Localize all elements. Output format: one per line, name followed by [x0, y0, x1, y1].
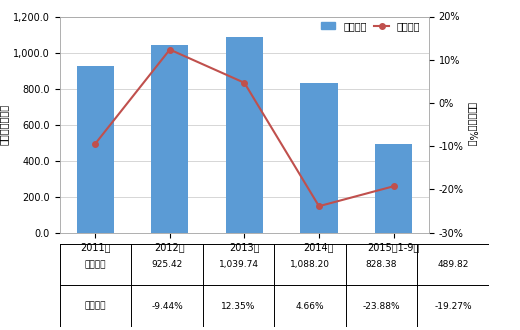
Y-axis label: 同比增长（%）: 同比增长（%）	[467, 102, 477, 147]
Text: -9.44%: -9.44%	[151, 302, 183, 311]
Text: 925.42: 925.42	[151, 260, 183, 269]
Text: 4.66%: 4.66%	[296, 302, 324, 311]
Text: 12.35%: 12.35%	[222, 302, 256, 311]
Bar	[151, 45, 188, 233]
Bar	[226, 37, 263, 233]
Bar	[375, 145, 412, 233]
Text: -19.27%: -19.27%	[434, 302, 472, 311]
Text: 489.82: 489.82	[437, 260, 469, 269]
Text: -23.88%: -23.88%	[363, 302, 400, 311]
Legend: 进口数量, 同比增长: 进口数量, 同比增长	[317, 17, 424, 35]
Text: 1,088.20: 1,088.20	[290, 260, 330, 269]
Text: 同比增长: 同比增长	[85, 302, 106, 311]
Text: 1,039.74: 1,039.74	[218, 260, 258, 269]
Text: 828.38: 828.38	[366, 260, 397, 269]
Bar	[76, 66, 114, 233]
Bar	[301, 83, 337, 233]
Text: 进口数量: 进口数量	[85, 260, 106, 269]
Y-axis label: 进口数量（吨）: 进口数量（吨）	[0, 104, 9, 145]
